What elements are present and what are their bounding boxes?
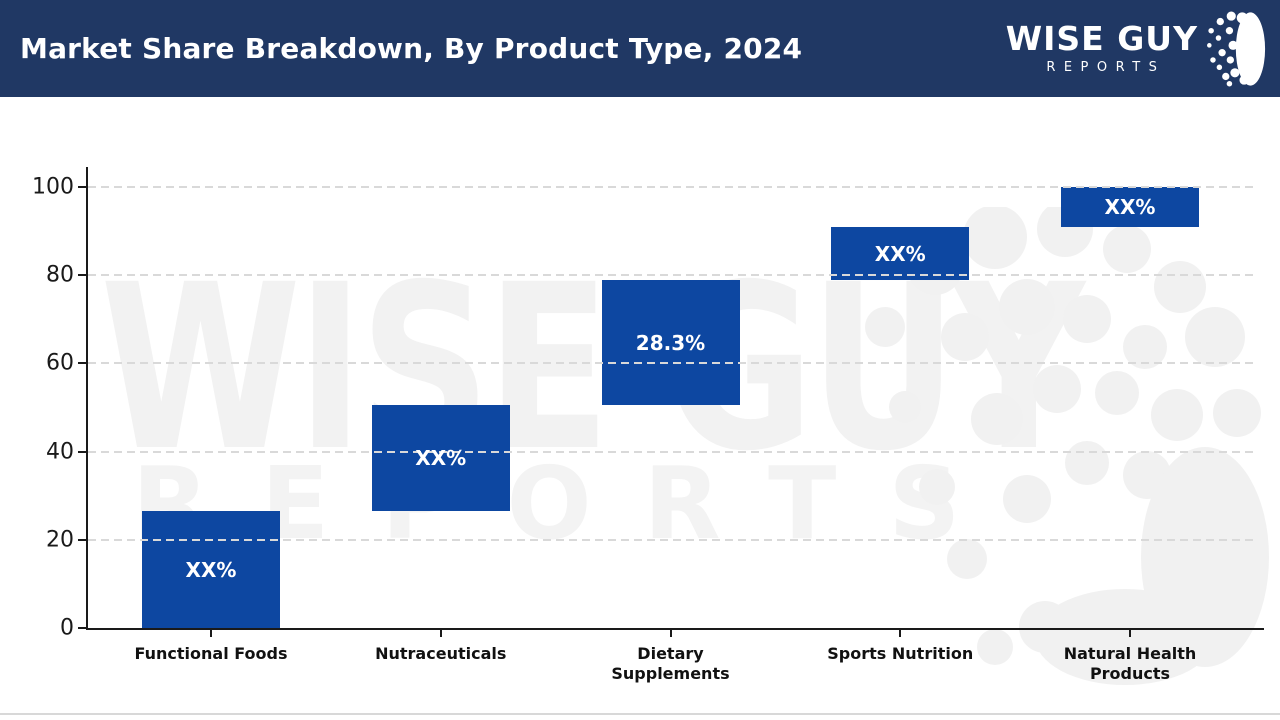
bar-natural-health-products	[1061, 187, 1199, 227]
x-axis-label-functional-foods: Functional Foods	[134, 644, 288, 663]
y-tick-label-40: 40	[46, 439, 74, 465]
y-tick-40	[78, 450, 86, 453]
x-axis-label-dietary-supplements: Dietary Supplements	[611, 644, 730, 684]
gridline-20	[88, 538, 1258, 541]
y-tick-60	[78, 362, 86, 365]
logo-wordmark: WISE GUY	[1005, 19, 1198, 58]
y-tick-80	[78, 274, 86, 277]
bar-label-functional-foods: XX%	[185, 557, 237, 582]
x-axis-label-sports-nutrition: Sports Nutrition	[827, 644, 974, 663]
bar-label-dietary-supplements: 28.3%	[635, 330, 706, 355]
bar-nutraceuticals	[371, 405, 510, 512]
wiseguy-face-icon	[1207, 11, 1266, 86]
y-tick-label-60: 60	[46, 350, 74, 376]
y-tick-0	[78, 627, 86, 629]
x-tick-sports-nutrition	[899, 630, 902, 637]
x-tick-nutraceuticals	[439, 630, 442, 637]
x-tick-dietary-supplements	[669, 630, 672, 637]
page-title: Market Share Breakdown, By Product Type,…	[20, 32, 803, 65]
bar-dietary-supplements	[601, 280, 740, 406]
x-axis-label-nutraceuticals: Nutraceuticals	[375, 644, 507, 663]
bar-label-sports-nutrition: XX%	[874, 241, 926, 266]
bottom-divider	[0, 713, 1280, 715]
gridline-80	[88, 274, 1258, 277]
x-axis-line	[86, 628, 1264, 630]
plot-area: 0 20 40 60 80 100 XX% Functional Foods XX% Nutrac…	[32, 167, 1264, 683]
gridline-40	[88, 450, 1258, 453]
y-axis-line	[86, 167, 88, 630]
y-tick-label-0: 0	[60, 615, 74, 641]
x-axis-label-natural-health-products: Natural Health Products	[1063, 644, 1197, 684]
logo-subtitle: REPORTS	[1046, 60, 1166, 75]
bar-functional-foods	[142, 511, 280, 628]
bar-sports-nutrition	[831, 226, 970, 281]
gridline-100	[88, 186, 1258, 188]
x-tick-natural-health-products	[1129, 630, 1131, 637]
y-tick-100	[78, 186, 86, 188]
logo-text: WISE GUY REPORTS	[1006, 22, 1198, 75]
y-tick-20	[78, 538, 86, 541]
gridline-60	[88, 362, 1258, 365]
x-tick-functional-foods	[210, 630, 212, 637]
wiseguy-logo: WISE GUY REPORTS	[1006, 8, 1266, 90]
bar-label-natural-health-products: XX%	[1104, 194, 1156, 219]
bar-label-nutraceuticals: XX%	[415, 446, 467, 471]
header-banner: Market Share Breakdown, By Product Type,…	[0, 0, 1280, 97]
chart-area: WISE GUY REPORTS 0 20 40 60 80 100 XX% Function…	[0, 97, 1280, 720]
watermark-face-icon	[865, 207, 1269, 685]
y-tick-label-100: 100	[32, 174, 74, 200]
y-tick-label-20: 20	[46, 527, 74, 553]
y-tick-label-80: 80	[46, 262, 74, 288]
